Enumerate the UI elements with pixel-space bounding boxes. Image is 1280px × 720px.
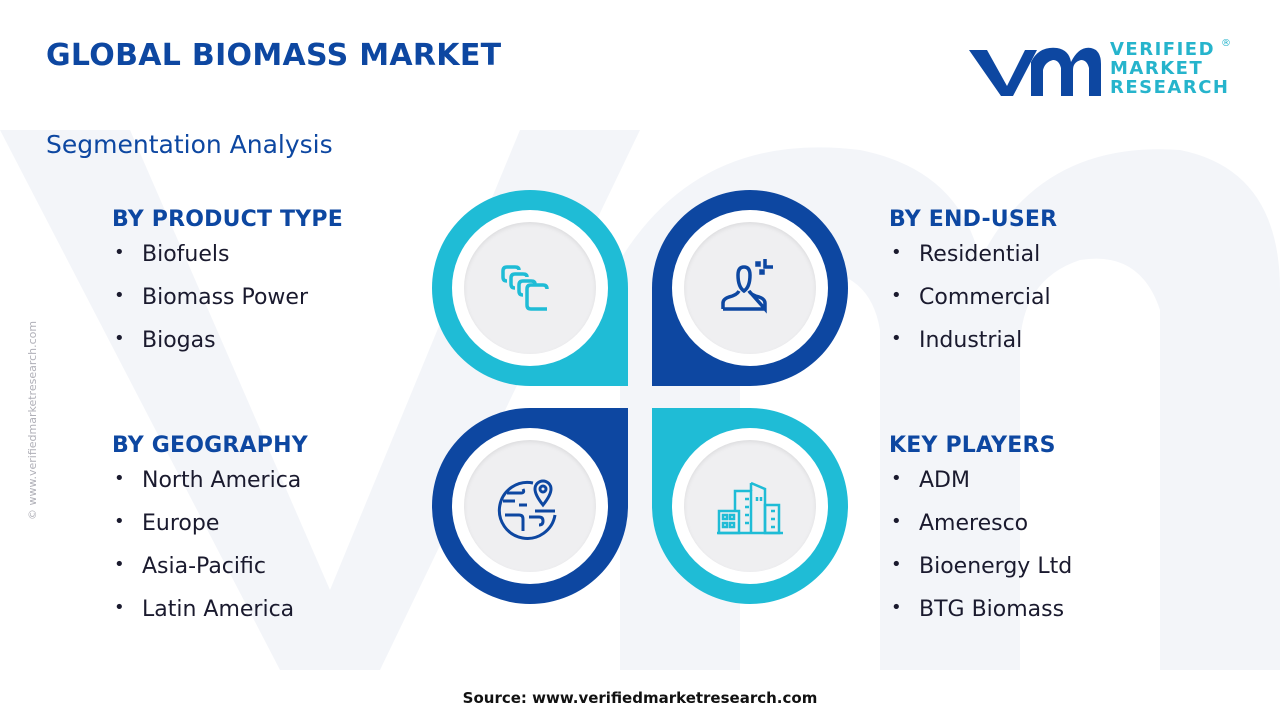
page-title: GLOBAL BIOMASS MARKET	[46, 38, 502, 73]
list-item: • Commercial	[889, 285, 1057, 328]
segment-title: KEY PLAYERS	[889, 433, 1056, 458]
layers-icon	[501, 265, 549, 311]
item-label: Biofuels	[142, 242, 230, 267]
list-item: • Asia-Pacific	[112, 554, 308, 597]
vmr-logo	[969, 47, 1101, 96]
list-item: • Industrial	[889, 328, 1057, 371]
list-item: • BTG Biomass	[889, 597, 1072, 640]
bullet: •	[891, 242, 902, 263]
bullet: •	[114, 285, 125, 306]
bullet: •	[114, 554, 125, 575]
item-label: Bioenergy Ltd	[919, 554, 1073, 579]
segment-end-user: BY END-USER • Residential • Commercial • In…	[889, 207, 1057, 371]
bullet: •	[891, 285, 902, 306]
side-watermark: © www.verifiedmarketresearch.com	[26, 320, 39, 520]
item-label: Latin America	[142, 597, 295, 622]
segment-geography: BY GEOGRAPHY • North America • Europe • Asi…	[112, 433, 308, 640]
end-user-teardrop	[652, 190, 848, 386]
item-label: Europe	[142, 511, 220, 536]
bullet: •	[114, 597, 125, 618]
list-item: • Ameresco	[889, 511, 1072, 554]
bullet: •	[891, 511, 902, 532]
page-subtitle: Segmentation Analysis	[46, 130, 333, 159]
list-item: • North America	[112, 468, 308, 511]
item-label: Biogas	[142, 328, 216, 353]
list-item: • Biomass Power	[112, 285, 343, 328]
icon-circle	[684, 222, 816, 354]
list-item: • Biofuels	[112, 242, 343, 285]
segment-product-type: BY PRODUCT TYPE • Biofuels • Biomass Power…	[112, 207, 343, 371]
bullet: •	[891, 597, 902, 618]
segment-title: BY END-USER	[889, 207, 1058, 232]
user-icon	[721, 259, 773, 314]
bullet: •	[114, 511, 125, 532]
icon-circle	[464, 440, 596, 572]
globe-pin-icon	[497, 479, 557, 540]
list-item: • Bioenergy Ltd	[889, 554, 1072, 597]
item-label: Residential	[919, 242, 1041, 267]
buildings-icon	[717, 481, 783, 535]
registered-mark: ®	[1221, 38, 1231, 49]
bullet: •	[891, 554, 902, 575]
list-item: • Biogas	[112, 328, 343, 371]
item-label: Industrial	[919, 328, 1023, 353]
item-label: Commercial	[919, 285, 1051, 310]
key-players-teardrop	[652, 408, 848, 604]
logo-line-2: MARKET	[1110, 58, 1204, 79]
item-label: North America	[142, 468, 302, 493]
list-item: • Latin America	[112, 597, 308, 640]
bullet: •	[114, 328, 125, 349]
source-footer: Source: www.verifiedmarketresearch.com	[462, 689, 818, 707]
item-label: BTG Biomass	[919, 597, 1065, 622]
item-label: Biomass Power	[142, 285, 309, 310]
bullet: •	[114, 468, 125, 489]
geography-teardrop	[432, 408, 628, 604]
bullet: •	[891, 468, 902, 489]
logo-line-3: RESEARCH	[1110, 77, 1230, 98]
list-item: • Residential	[889, 242, 1057, 285]
item-label: Asia-Pacific	[142, 554, 266, 579]
segment-title: BY GEOGRAPHY	[112, 433, 308, 458]
logo-line-1: VERIFIED	[1110, 39, 1216, 60]
product-type-teardrop	[432, 190, 628, 386]
icon-circle	[464, 222, 596, 354]
list-item: • ADM	[889, 468, 1072, 511]
bullet: •	[114, 242, 125, 263]
list-item: • Europe	[112, 511, 308, 554]
segment-title: BY PRODUCT TYPE	[112, 207, 343, 232]
segment-key-players: KEY PLAYERS • ADM • Ameresco • Bioenergy Lt…	[889, 433, 1072, 640]
item-label: Ameresco	[919, 511, 1029, 536]
item-label: ADM	[919, 468, 970, 493]
bullet: •	[891, 328, 902, 349]
logo-text: VERIFIED MARKET RESEARCH	[1110, 40, 1229, 97]
